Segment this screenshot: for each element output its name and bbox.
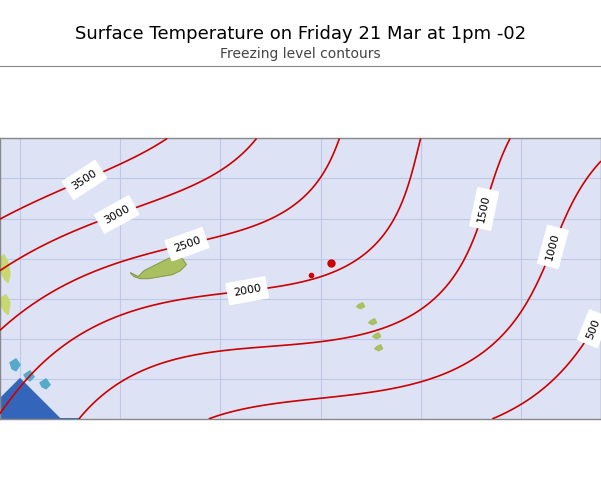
Polygon shape <box>130 257 186 279</box>
Polygon shape <box>368 319 377 325</box>
Polygon shape <box>374 345 383 351</box>
Polygon shape <box>0 295 10 315</box>
Text: 3000: 3000 <box>102 203 132 226</box>
Polygon shape <box>0 255 10 283</box>
Text: 2500: 2500 <box>172 235 202 254</box>
Text: Freezing level contours: Freezing level contours <box>220 47 381 61</box>
Text: 3500: 3500 <box>70 168 99 191</box>
Text: 1500: 1500 <box>477 194 492 223</box>
Text: 2000: 2000 <box>233 283 262 298</box>
Text: 500: 500 <box>585 317 601 340</box>
Polygon shape <box>24 371 34 381</box>
Polygon shape <box>40 379 50 389</box>
Text: 1000: 1000 <box>545 232 561 262</box>
Polygon shape <box>10 359 20 371</box>
Polygon shape <box>373 333 380 339</box>
Text: Surface Temperature on Friday 21 Mar at 1pm -02: Surface Temperature on Friday 21 Mar at … <box>75 25 526 43</box>
Polygon shape <box>0 379 80 419</box>
Polygon shape <box>356 302 365 309</box>
